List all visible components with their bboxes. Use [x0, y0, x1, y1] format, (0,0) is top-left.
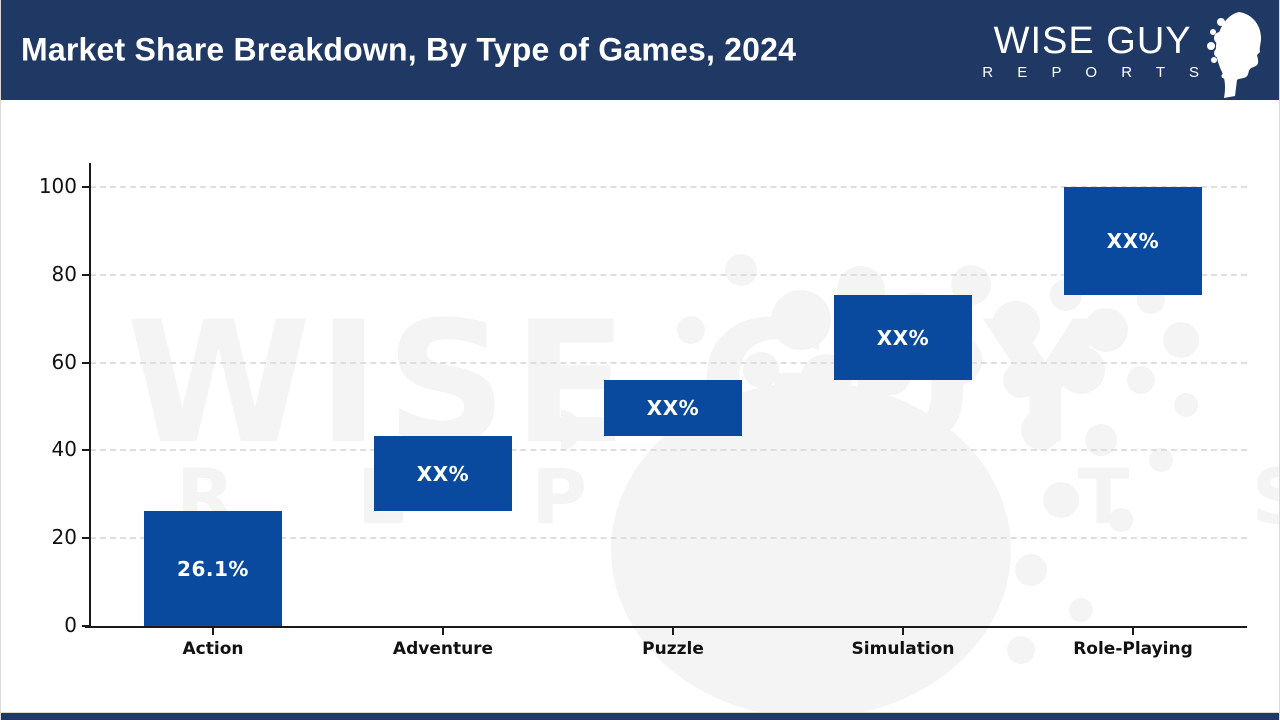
brand-logo: WISE GUY R E P O R T S [982, 6, 1267, 98]
bar-action: 26.1% [144, 511, 282, 626]
category-label: Simulation [851, 639, 955, 659]
gridline-100 [90, 186, 1247, 188]
logo-reports-text: R E P O R T S [982, 64, 1209, 81]
x-axis [85, 626, 1247, 628]
bar-value-label: XX% [876, 325, 930, 350]
y-tick-40 [82, 449, 90, 452]
x-tick-puzzle [672, 628, 674, 635]
gridline-20 [90, 537, 1247, 540]
bar-adventure: XX% [374, 435, 512, 512]
y-tick-label: 40 [51, 437, 77, 462]
bottom-bar [1, 713, 1279, 720]
y-tick-60 [82, 361, 90, 364]
x-tick-simulation [902, 628, 904, 635]
bar-puzzle: XX% [604, 379, 742, 436]
chart-area: WISE GUY R E P O R T S [1, 100, 1279, 720]
logo-wordmark: WISE GUY [993, 20, 1192, 62]
bar-value-label: 26.1% [177, 556, 249, 581]
bottom-hairline [1, 712, 1279, 713]
y-tick-label: 60 [51, 349, 77, 374]
y-tick-0 [82, 625, 90, 627]
y-tick-80 [82, 273, 90, 276]
dotted-head-profile-icon [1207, 12, 1261, 98]
x-tick-role-playing [1132, 628, 1134, 635]
x-tick-adventure [442, 628, 444, 635]
y-tick-20 [82, 537, 90, 540]
gridline-60 [90, 361, 1247, 364]
bar-role-playing: XX% [1064, 187, 1202, 296]
category-label: Action [182, 639, 244, 659]
x-tick-action [212, 628, 214, 635]
category-label: Role-Playing [1073, 639, 1193, 659]
y-axis [89, 163, 91, 628]
gridline-80 [90, 273, 1247, 276]
y-tick-100 [82, 186, 90, 188]
y-tick-label: 0 [64, 613, 77, 637]
bar-value-label: XX% [1106, 229, 1160, 254]
header: Market Share Breakdown, By Type of Games… [1, 0, 1279, 100]
bar-value-label: XX% [416, 461, 470, 486]
category-label: Puzzle [642, 639, 704, 659]
y-tick-label: 80 [51, 261, 77, 286]
bar-value-label: XX% [646, 395, 700, 420]
logo-wordmark-block: WISE GUY R E P O R T S [976, 22, 1209, 81]
bar-simulation: XX% [834, 295, 972, 380]
y-tick-label: 100 [38, 174, 77, 198]
page-title: Market Share Breakdown, By Type of Games… [21, 31, 797, 68]
gridline-40 [90, 449, 1247, 452]
y-tick-label: 20 [51, 525, 77, 550]
category-label: Adventure [392, 639, 494, 659]
